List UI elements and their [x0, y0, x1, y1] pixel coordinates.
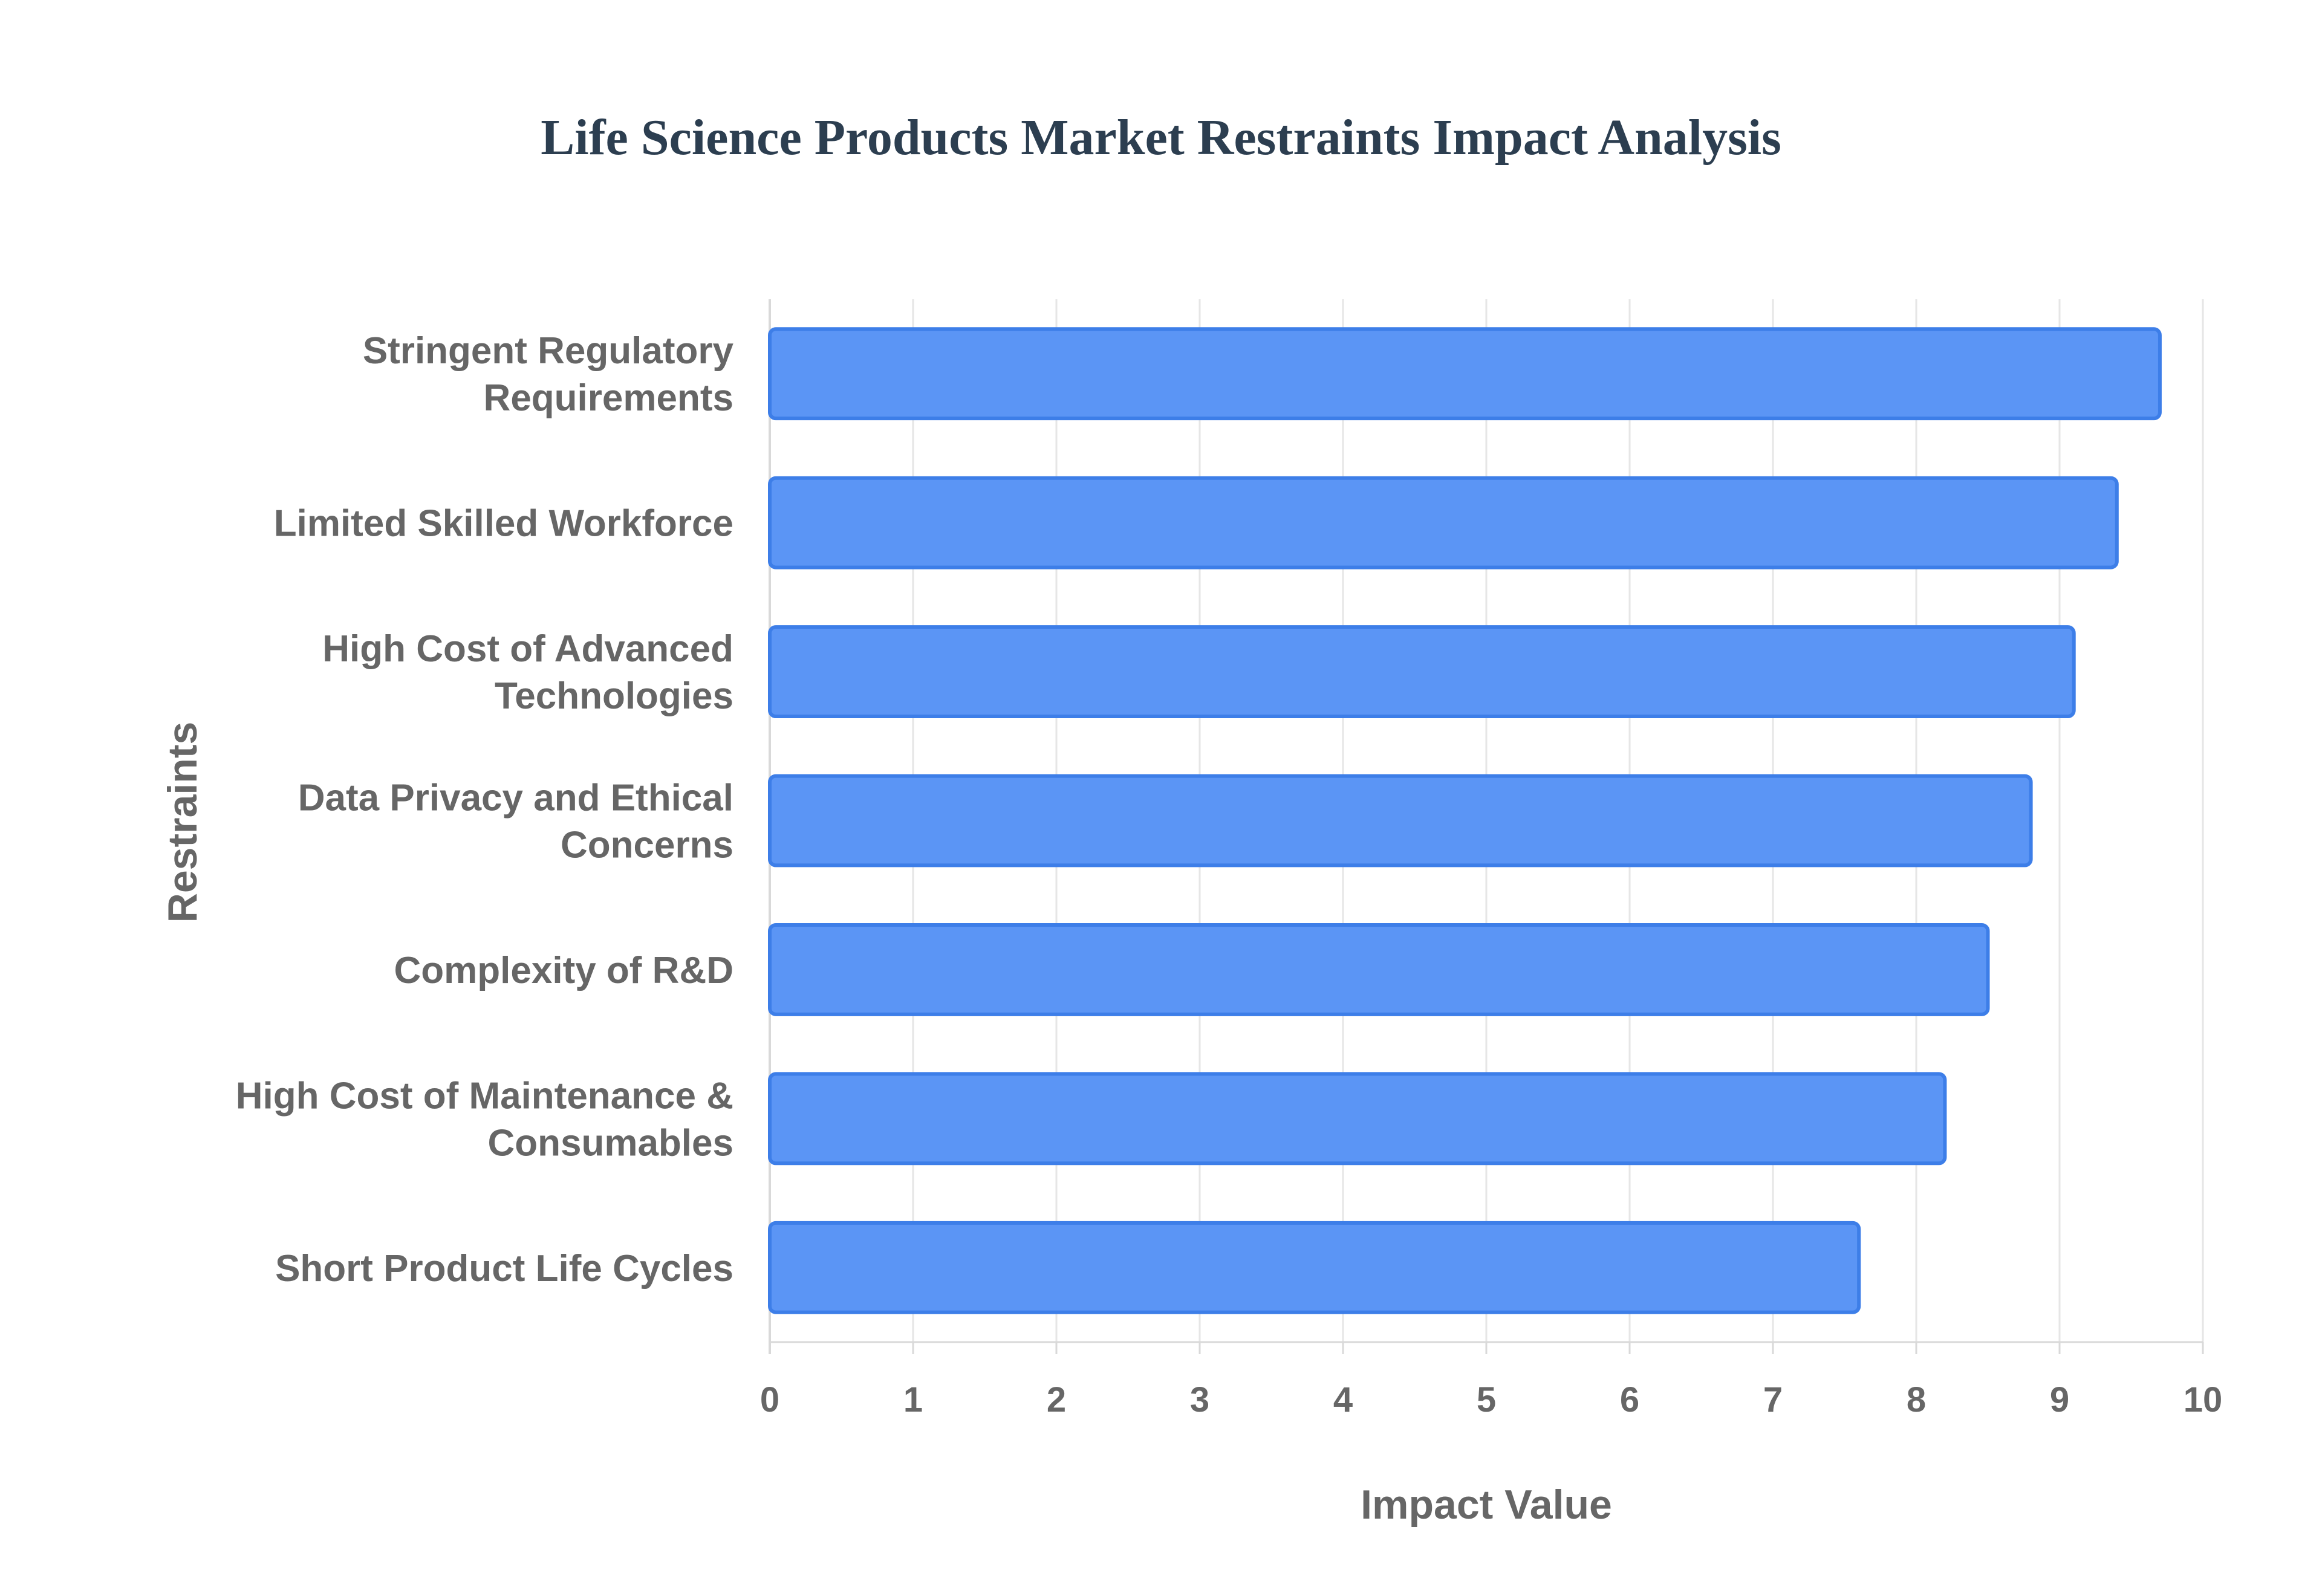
x-tick-label: 6: [1620, 1380, 1639, 1419]
bar: [768, 774, 2033, 868]
x-tick-label: 7: [1763, 1380, 1783, 1419]
y-axis-title: Restraints: [160, 722, 206, 923]
category-label-line: Technologies: [495, 675, 733, 717]
category-label-line: Stringent Regulatory: [363, 330, 734, 372]
category-label-line: Complexity of R&D: [394, 950, 733, 991]
x-tick-labels: 0 1 2 3 4 5 6 7 8 9 10: [760, 1380, 2222, 1419]
category-label: High Cost of Maintenance & Consumables: [236, 1075, 733, 1164]
x-tick-label: 5: [1477, 1380, 1496, 1419]
x-tick-label: 0: [760, 1380, 779, 1419]
bar: [768, 327, 2162, 421]
category-label-line: Limited Skilled Workforce: [274, 503, 733, 545]
category-label-line: Requirements: [484, 377, 733, 419]
category-label-line: High Cost of Advanced: [322, 628, 733, 670]
category-label: Short Product Life Cycles: [275, 1248, 733, 1289]
category-label-line: Short Product Life Cycles: [275, 1248, 733, 1289]
x-tick-label: 8: [1907, 1380, 1926, 1419]
category-label-line: Concerns: [561, 825, 733, 866]
category-label: Data Privacy and Ethical Concerns: [298, 777, 733, 866]
category-label: Limited Skilled Workforce: [274, 503, 733, 545]
x-tick-label: 9: [2050, 1380, 2069, 1419]
x-tick-label: 2: [1047, 1380, 1066, 1419]
category-label-line: Consumables: [487, 1122, 733, 1164]
bar: [768, 1072, 1947, 1166]
category-label: High Cost of Advanced Technologies: [322, 628, 733, 717]
x-tick-label: 3: [1190, 1380, 1209, 1419]
x-tick-label: 10: [2184, 1380, 2223, 1419]
bar: [768, 1221, 1861, 1314]
category-labels: Stringent Regulatory Requirements Limited …: [236, 330, 734, 1289]
bar: [768, 476, 2119, 569]
bar: [768, 923, 1990, 1016]
bar: [768, 625, 2076, 718]
category-label: Complexity of R&D: [394, 950, 733, 991]
x-tick-label: 1: [903, 1380, 923, 1419]
x-axis-title: Impact Value: [1361, 1482, 1612, 1528]
category-label-line: Data Privacy and Ethical: [298, 777, 733, 819]
chart-title: Life Science Products Market Restraints …: [541, 109, 1781, 166]
category-label: Stringent Regulatory Requirements: [363, 330, 734, 419]
category-label-line: High Cost of Maintenance &: [236, 1075, 733, 1117]
x-tick-label: 4: [1333, 1380, 1353, 1419]
bars: [768, 327, 2162, 1314]
